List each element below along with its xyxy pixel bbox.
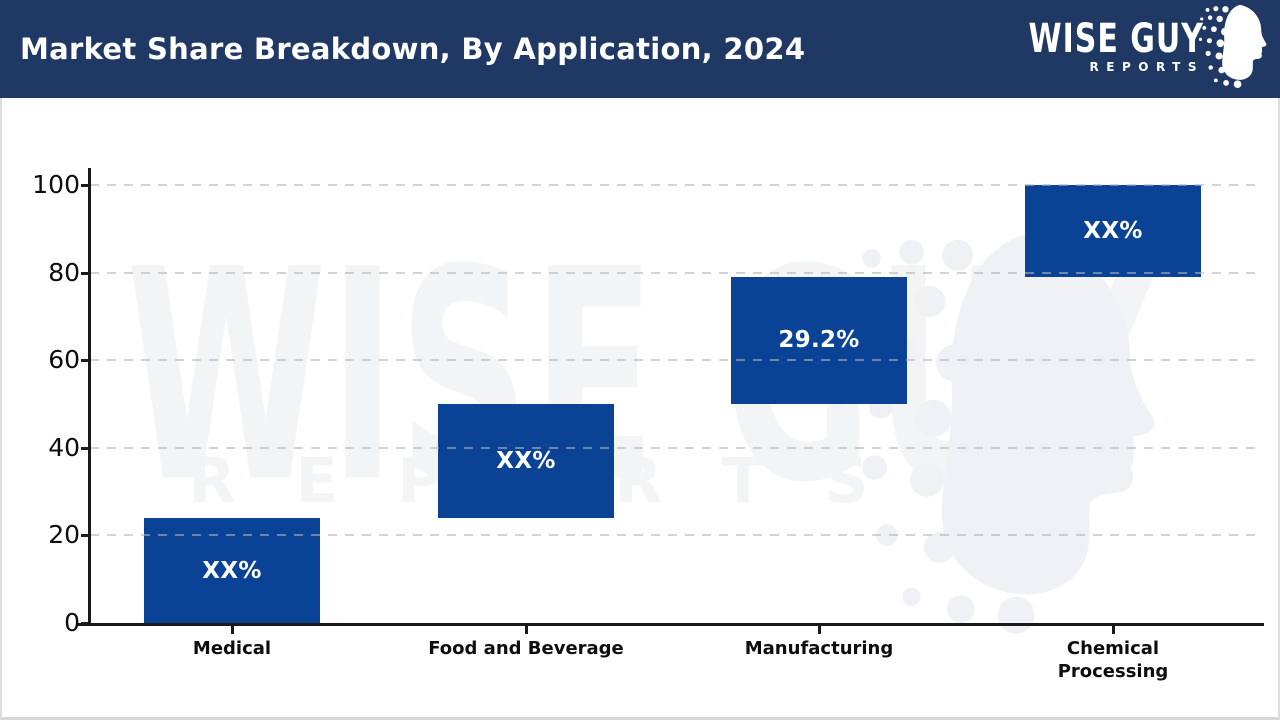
gridline-40 [90,446,1255,449]
x-tick-food-and-beverage [525,626,528,634]
y-tick-label-60: 60 [48,345,80,375]
header: Market Share Breakdown, By Application, … [0,0,1280,98]
y-tick-label-20: 20 [48,520,80,550]
x-tick-medical [231,626,234,634]
logo-text: WISE GUY REPORTS [1028,19,1204,74]
gridline-100 [90,184,1255,186]
bar-value-label: 29.2% [778,327,860,354]
x-tick-label-medical: Medical [192,638,272,659]
bar-value-label: XX% [1083,217,1143,244]
y-tick-label-0: 0 [64,608,80,637]
bar-manufacturing: 29.2% [731,276,907,405]
y-tick-0 [81,622,90,625]
x-tick-chemical-processing [1112,626,1115,634]
chart-area: WISE GUY R E P O R T S XX%XX%29.2%XX%020… [0,98,1280,720]
y-tick-80 [81,271,90,275]
gridline-20 [90,534,1255,537]
x-tick-label-chemical-processing: Chemical Processing [1057,638,1169,682]
logo-wordmark: WISE GUY [1028,15,1204,63]
y-tick-20 [81,534,90,538]
bar-food-and-beverage: XX% [438,404,614,519]
y-axis-spine [88,168,91,626]
x-tick-label-food-and-beverage: Food and Beverage [428,638,624,659]
wiseguy-logo: WISE GUY REPORTS [1028,0,1270,98]
gridline-60 [90,359,1255,362]
y-tick-40 [81,446,90,450]
bar-value-label: XX% [496,448,556,475]
y-tick-100 [81,184,90,187]
y-tick-label-40: 40 [48,432,80,462]
bar-value-label: XX% [202,557,262,584]
logo-subtitle: REPORTS [1089,59,1204,74]
y-tick-label-100: 100 [32,170,80,199]
page-title: Market Share Breakdown, By Application, … [20,32,806,66]
bar-chemical-processing: XX% [1025,185,1201,277]
x-tick-label-manufacturing: Manufacturing [744,638,894,659]
plot-area: XX% XX% 29.2% XX% 0 20 40 60 80 100 Medical Food an… [2,98,1278,717]
x-tick-manufacturing [818,626,821,634]
x-axis-spine [76,623,1264,626]
y-tick-60 [81,359,90,363]
gridline-80 [90,271,1255,274]
y-tick-label-80: 80 [48,257,80,287]
